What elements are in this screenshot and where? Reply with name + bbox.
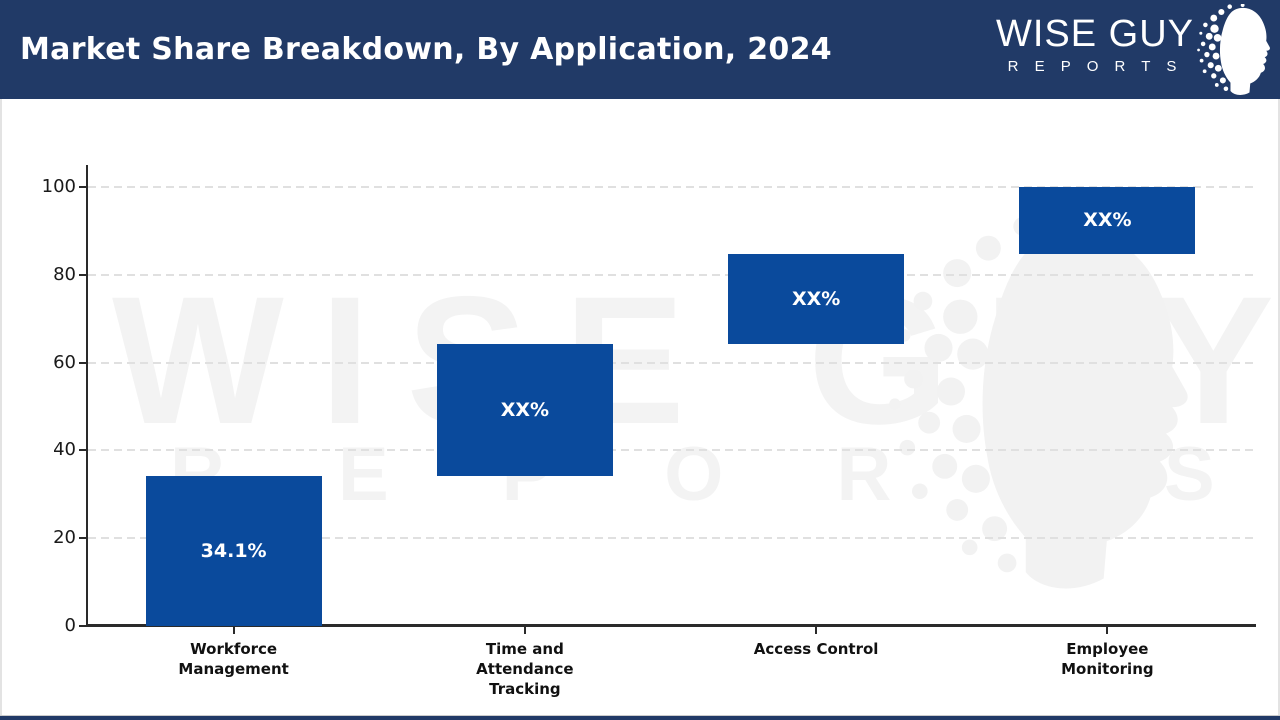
x-category-label-line: Attendance [476,660,574,678]
footer-bar [0,716,1280,720]
bar-time-and-attendance-tracking: XX% [436,344,613,477]
logo-head-icon [1197,4,1270,95]
y-tick-mark-60 [79,361,87,364]
gridline-60 [88,361,1253,364]
x-category-label-line: Tracking [489,680,561,698]
logo-wordmark: WISE GUY [995,13,1194,55]
logo-text: WISE GUY R E P O R T S [996,13,1194,75]
y-tick-mark-20 [79,537,87,540]
x-category-label-line: Management [178,660,289,678]
x-category-label-2: Access Control [686,639,946,659]
y-tick-mark-80 [79,273,87,276]
x-category-label-1: Time and Attendance Tracking [395,639,655,699]
y-tick-label-0: 0 [64,615,76,636]
x-category-label-line: Employee [1066,640,1149,658]
bar-employee-monitoring: XX% [1019,187,1196,254]
x-tick-mark-0 [232,627,235,634]
header-bar: Market Share Breakdown, By Application, … [0,0,1280,99]
x-category-label-3: Employee Monitoring [977,639,1237,679]
wise-guy-reports-logo: WISE GUY R E P O R T S [996,0,1274,99]
y-tick-label-20: 20 [53,527,76,549]
content-frame-left [0,99,2,716]
x-tick-mark-1 [523,627,526,634]
gridline-80 [88,273,1253,276]
gridline-40 [88,449,1253,452]
bar-value-label: 34.1% [200,540,267,563]
y-tick-mark-100 [79,186,87,188]
x-category-label-line: Workforce [190,640,278,658]
gridline-100 [88,186,1253,188]
y-tick-mark-0 [79,625,87,627]
x-category-label-line: Access Control [753,640,879,658]
y-tick-label-40: 40 [53,439,76,461]
content-frame-right [1278,99,1280,716]
y-tick-label-100: 100 [41,176,76,197]
bar-value-label: XX% [1083,209,1132,232]
chart-title: Market Share Breakdown, By Application, … [20,32,832,67]
watermark: WISE GUY R E P O R T S [0,99,1280,716]
y-tick-label-60: 60 [53,351,76,373]
bar-workforce-management: 34.1% [145,476,322,626]
content-frame-bottom [0,715,1280,716]
x-category-label-0: Workforce Management [104,639,364,679]
y-tick-label-80: 80 [53,263,76,285]
logo-reports-text: R E P O R T S [1007,57,1183,75]
x-category-label-line: Time and [485,640,564,658]
y-tick-mark-40 [79,449,87,452]
x-axis-line [86,624,1256,627]
x-tick-mark-2 [815,627,818,634]
bar-value-label: XX% [500,399,550,422]
bar-value-label: XX% [791,287,841,310]
x-category-label-line: Monitoring [1061,660,1154,678]
bar-access-control: XX% [728,253,905,345]
y-axis-line [86,165,88,627]
x-tick-mark-3 [1106,627,1109,634]
gridline-20 [88,537,1253,540]
